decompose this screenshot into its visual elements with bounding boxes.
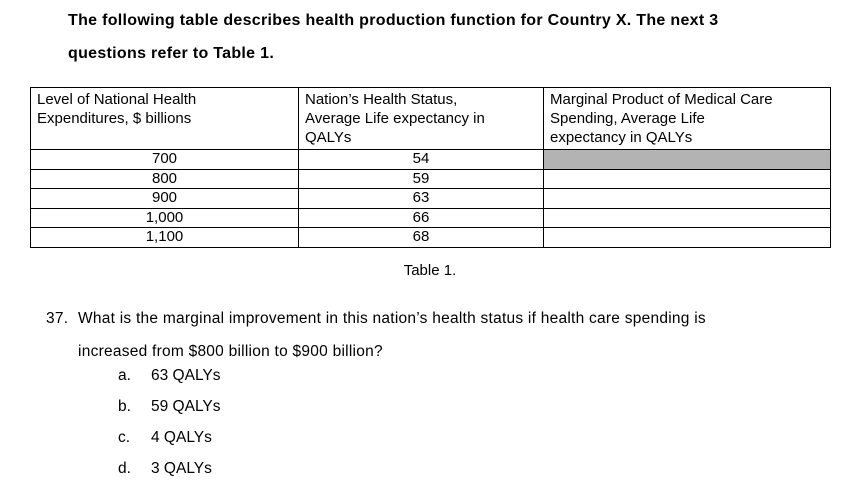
question-text: What is the marginal improvement in this… (78, 310, 706, 360)
question-37: 37. What is the marginal improvement in … (46, 302, 706, 368)
option-label: d. (118, 459, 131, 477)
marginal-product-cell (543, 168, 831, 189)
answer-option-a: a. 63 QALYs (118, 360, 221, 391)
option-text: 3 QALYs (151, 459, 212, 477)
health-status-cell: 66 (298, 207, 544, 228)
table-header-row: Level of National Health Expenditures, $… (30, 87, 831, 150)
col-header-health-status: Nation’s Health Status, Average Life exp… (298, 87, 544, 150)
expenditures-cell: 800 (30, 168, 299, 189)
health-status-cell: 59 (298, 168, 544, 189)
option-text: 59 QALYs (151, 397, 221, 415)
col-header-expenditures: Level of National Health Expenditures, $… (30, 87, 299, 150)
option-label: c. (118, 428, 131, 446)
expenditures-cell: 1,100 (30, 227, 299, 248)
table-row: 1,100 68 (30, 227, 831, 248)
table-row: 900 63 (30, 188, 831, 209)
option-label: a. (118, 366, 131, 384)
col-header-marginal-product: Marginal Product of Medical Care Spendin… (543, 87, 831, 150)
question-number: 37. (46, 310, 69, 327)
option-label: b. (118, 397, 131, 415)
marginal-product-cell (543, 227, 831, 248)
health-status-cell: 54 (298, 149, 544, 170)
answer-option-c: c. 4 QALYs (118, 422, 221, 453)
marginal-product-cell-highlighted (543, 149, 831, 170)
expenditures-cell: 900 (30, 188, 299, 209)
option-text: 4 QALYs (151, 428, 212, 446)
expenditures-cell: 700 (30, 149, 299, 170)
table-row: 700 54 (30, 149, 831, 170)
intro-text: The following table describes health pro… (68, 12, 719, 62)
marginal-product-cell (543, 207, 831, 228)
table-row: 1,000 66 (30, 207, 831, 228)
answer-options: a. 63 QALYs b. 59 QALYs c. 4 QALYs d. 3 … (118, 360, 221, 484)
option-text: 63 QALYs (151, 366, 221, 384)
answer-option-b: b. 59 QALYs (118, 391, 221, 422)
table-row: 800 59 (30, 168, 831, 189)
expenditures-cell: 1,000 (30, 207, 299, 228)
table-caption: Table 1. (403, 262, 457, 279)
health-status-cell: 68 (298, 227, 544, 248)
health-status-cell: 63 (298, 188, 544, 209)
answer-option-d: d. 3 QALYs (118, 453, 221, 484)
marginal-product-cell (543, 188, 831, 209)
health-production-table: Level of National Health Expenditures, $… (30, 87, 831, 248)
